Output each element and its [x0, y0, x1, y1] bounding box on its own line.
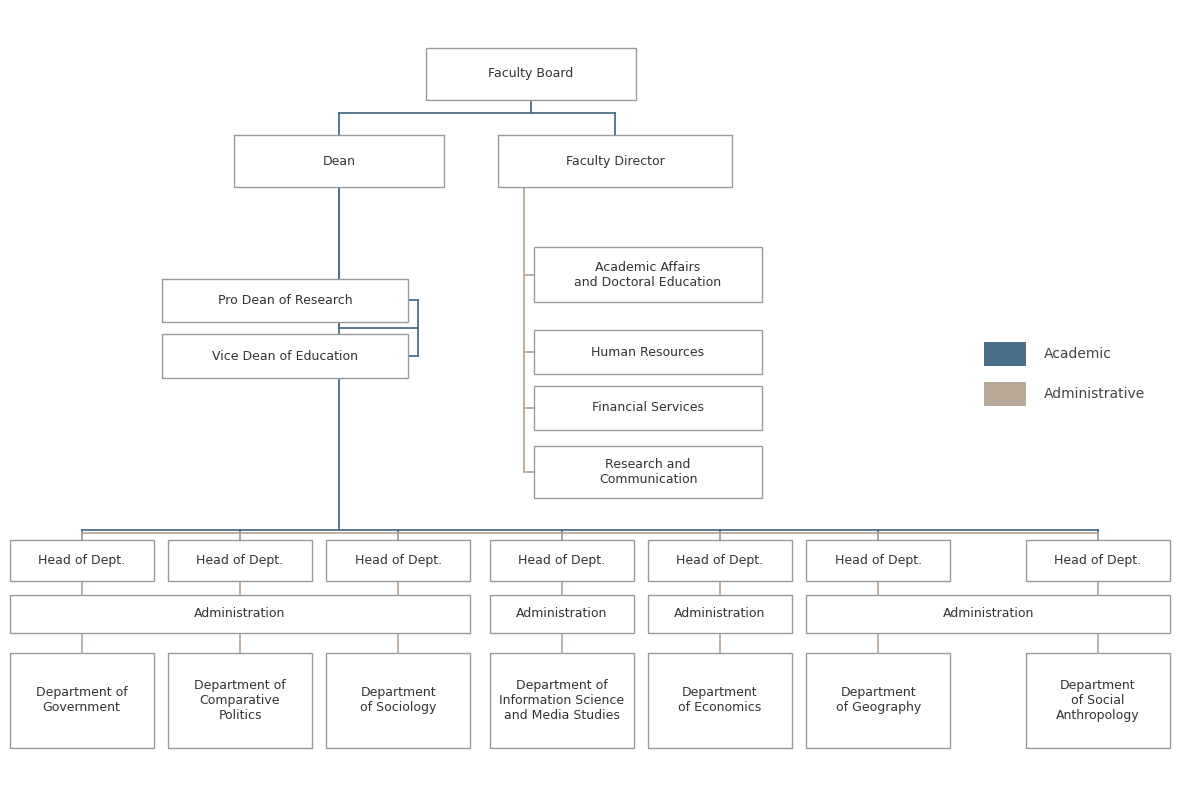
FancyBboxPatch shape — [326, 540, 470, 581]
FancyBboxPatch shape — [426, 48, 636, 100]
Text: Dean: Dean — [323, 154, 355, 168]
FancyBboxPatch shape — [984, 382, 1026, 406]
FancyBboxPatch shape — [498, 135, 732, 187]
FancyBboxPatch shape — [490, 653, 634, 748]
Text: Vice Dean of Education: Vice Dean of Education — [212, 349, 358, 363]
Text: Administration: Administration — [516, 607, 607, 620]
Text: Faculty Board: Faculty Board — [488, 67, 574, 80]
Text: Head of Dept.: Head of Dept. — [518, 554, 605, 567]
Text: Research and
Communication: Research and Communication — [599, 458, 697, 486]
FancyBboxPatch shape — [326, 653, 470, 748]
Text: Administration: Administration — [674, 607, 766, 620]
Text: Department
of Economics: Department of Economics — [678, 686, 762, 715]
FancyBboxPatch shape — [648, 540, 792, 581]
FancyBboxPatch shape — [806, 595, 1170, 633]
Text: Head of Dept.: Head of Dept. — [355, 554, 442, 567]
FancyBboxPatch shape — [806, 653, 950, 748]
Text: Department
of Sociology: Department of Sociology — [360, 686, 437, 715]
Text: Head of Dept.: Head of Dept. — [1055, 554, 1141, 567]
FancyBboxPatch shape — [490, 540, 634, 581]
Text: Academic: Academic — [1044, 347, 1112, 361]
FancyBboxPatch shape — [490, 595, 634, 633]
Text: Department
of Social
Anthropology: Department of Social Anthropology — [1056, 679, 1140, 722]
FancyBboxPatch shape — [534, 247, 762, 302]
Text: Administrative: Administrative — [1044, 387, 1145, 401]
FancyBboxPatch shape — [648, 653, 792, 748]
Text: Financial Services: Financial Services — [592, 401, 704, 415]
FancyBboxPatch shape — [534, 386, 762, 430]
Text: Pro Dean of Research: Pro Dean of Research — [217, 294, 353, 307]
FancyBboxPatch shape — [534, 446, 762, 498]
FancyBboxPatch shape — [162, 334, 408, 378]
FancyBboxPatch shape — [648, 595, 792, 633]
Text: Head of Dept.: Head of Dept. — [835, 554, 922, 567]
FancyBboxPatch shape — [806, 540, 950, 581]
Text: Academic Affairs
and Doctoral Education: Academic Affairs and Doctoral Education — [575, 260, 721, 289]
FancyBboxPatch shape — [984, 342, 1026, 366]
Text: Head of Dept.: Head of Dept. — [197, 554, 283, 567]
Text: Department of
Comparative
Politics: Department of Comparative Politics — [194, 679, 286, 722]
FancyBboxPatch shape — [1026, 653, 1170, 748]
Text: Department of
Information Science
and Media Studies: Department of Information Science and Me… — [499, 679, 624, 722]
Text: Faculty Director: Faculty Director — [565, 154, 665, 168]
Text: Department of
Government: Department of Government — [36, 686, 127, 715]
FancyBboxPatch shape — [168, 540, 312, 581]
FancyBboxPatch shape — [168, 653, 312, 748]
Text: Administration: Administration — [942, 607, 1034, 620]
FancyBboxPatch shape — [1026, 540, 1170, 581]
Text: Department
of Geography: Department of Geography — [835, 686, 922, 715]
FancyBboxPatch shape — [10, 653, 154, 748]
FancyBboxPatch shape — [534, 330, 762, 374]
Text: Administration: Administration — [194, 607, 286, 620]
Text: Head of Dept.: Head of Dept. — [38, 554, 125, 567]
Text: Human Resources: Human Resources — [592, 345, 704, 359]
FancyBboxPatch shape — [10, 540, 154, 581]
Text: Head of Dept.: Head of Dept. — [677, 554, 763, 567]
FancyBboxPatch shape — [10, 595, 470, 633]
FancyBboxPatch shape — [234, 135, 444, 187]
FancyBboxPatch shape — [162, 279, 408, 322]
